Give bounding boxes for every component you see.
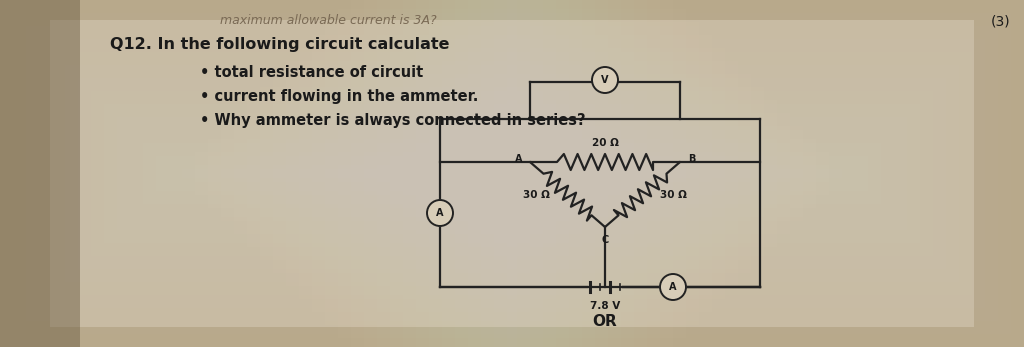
Text: (3): (3) bbox=[990, 14, 1010, 28]
Circle shape bbox=[660, 274, 686, 300]
Circle shape bbox=[593, 68, 617, 93]
Bar bbox=[208, 139, 816, 208]
Bar bbox=[65, 65, 959, 282]
Bar bbox=[52, 52, 972, 295]
Text: • Why ammeter is always connected in series?: • Why ammeter is always connected in ser… bbox=[200, 113, 586, 128]
Bar bbox=[182, 165, 842, 182]
Bar bbox=[507, 0, 517, 347]
Bar bbox=[78, 78, 946, 269]
Bar bbox=[130, 130, 894, 217]
Bar bbox=[26, 26, 998, 321]
Bar bbox=[377, 0, 647, 347]
Text: 30 Ω: 30 Ω bbox=[522, 189, 550, 200]
Circle shape bbox=[427, 200, 453, 226]
Bar bbox=[260, 87, 764, 260]
Bar bbox=[312, 35, 712, 312]
Bar bbox=[338, 9, 686, 338]
Text: B: B bbox=[688, 154, 695, 164]
Bar bbox=[442, 0, 582, 347]
Text: 30 Ω: 30 Ω bbox=[660, 189, 687, 200]
Text: A: A bbox=[514, 154, 522, 164]
Bar bbox=[351, 0, 673, 347]
Bar bbox=[481, 0, 543, 347]
Bar bbox=[39, 39, 985, 308]
Text: C: C bbox=[601, 235, 608, 245]
Bar bbox=[390, 0, 634, 347]
Text: 7.8 V: 7.8 V bbox=[590, 301, 621, 311]
Bar bbox=[143, 143, 881, 204]
Text: A: A bbox=[436, 208, 443, 218]
Bar bbox=[364, 0, 660, 347]
Text: 20 Ω: 20 Ω bbox=[592, 138, 618, 148]
Bar bbox=[286, 61, 738, 286]
Bar bbox=[0, 0, 80, 347]
Bar bbox=[403, 0, 621, 347]
Text: maximum allowable current is 3A?: maximum allowable current is 3A? bbox=[220, 14, 436, 27]
Bar bbox=[429, 0, 595, 347]
Bar bbox=[234, 113, 790, 234]
Bar bbox=[247, 100, 777, 247]
Bar bbox=[117, 117, 907, 230]
Bar bbox=[468, 0, 556, 347]
Bar bbox=[455, 0, 569, 347]
Bar bbox=[104, 104, 920, 243]
Bar bbox=[325, 22, 699, 325]
Bar bbox=[273, 74, 751, 273]
Bar bbox=[221, 126, 803, 221]
Bar bbox=[416, 0, 608, 347]
Bar bbox=[91, 91, 933, 256]
Text: V: V bbox=[601, 75, 608, 85]
Text: A: A bbox=[670, 282, 677, 292]
Bar bbox=[169, 169, 855, 178]
Bar bbox=[494, 0, 530, 347]
Bar bbox=[50, 20, 974, 327]
Text: • total resistance of circuit: • total resistance of circuit bbox=[200, 65, 423, 80]
Text: • current flowing in the ammeter.: • current flowing in the ammeter. bbox=[200, 89, 478, 104]
Text: Q12. In the following circuit calculate: Q12. In the following circuit calculate bbox=[110, 37, 450, 52]
Bar bbox=[156, 156, 868, 191]
Bar bbox=[195, 152, 829, 195]
Text: OR: OR bbox=[593, 314, 617, 329]
Bar bbox=[299, 48, 725, 299]
